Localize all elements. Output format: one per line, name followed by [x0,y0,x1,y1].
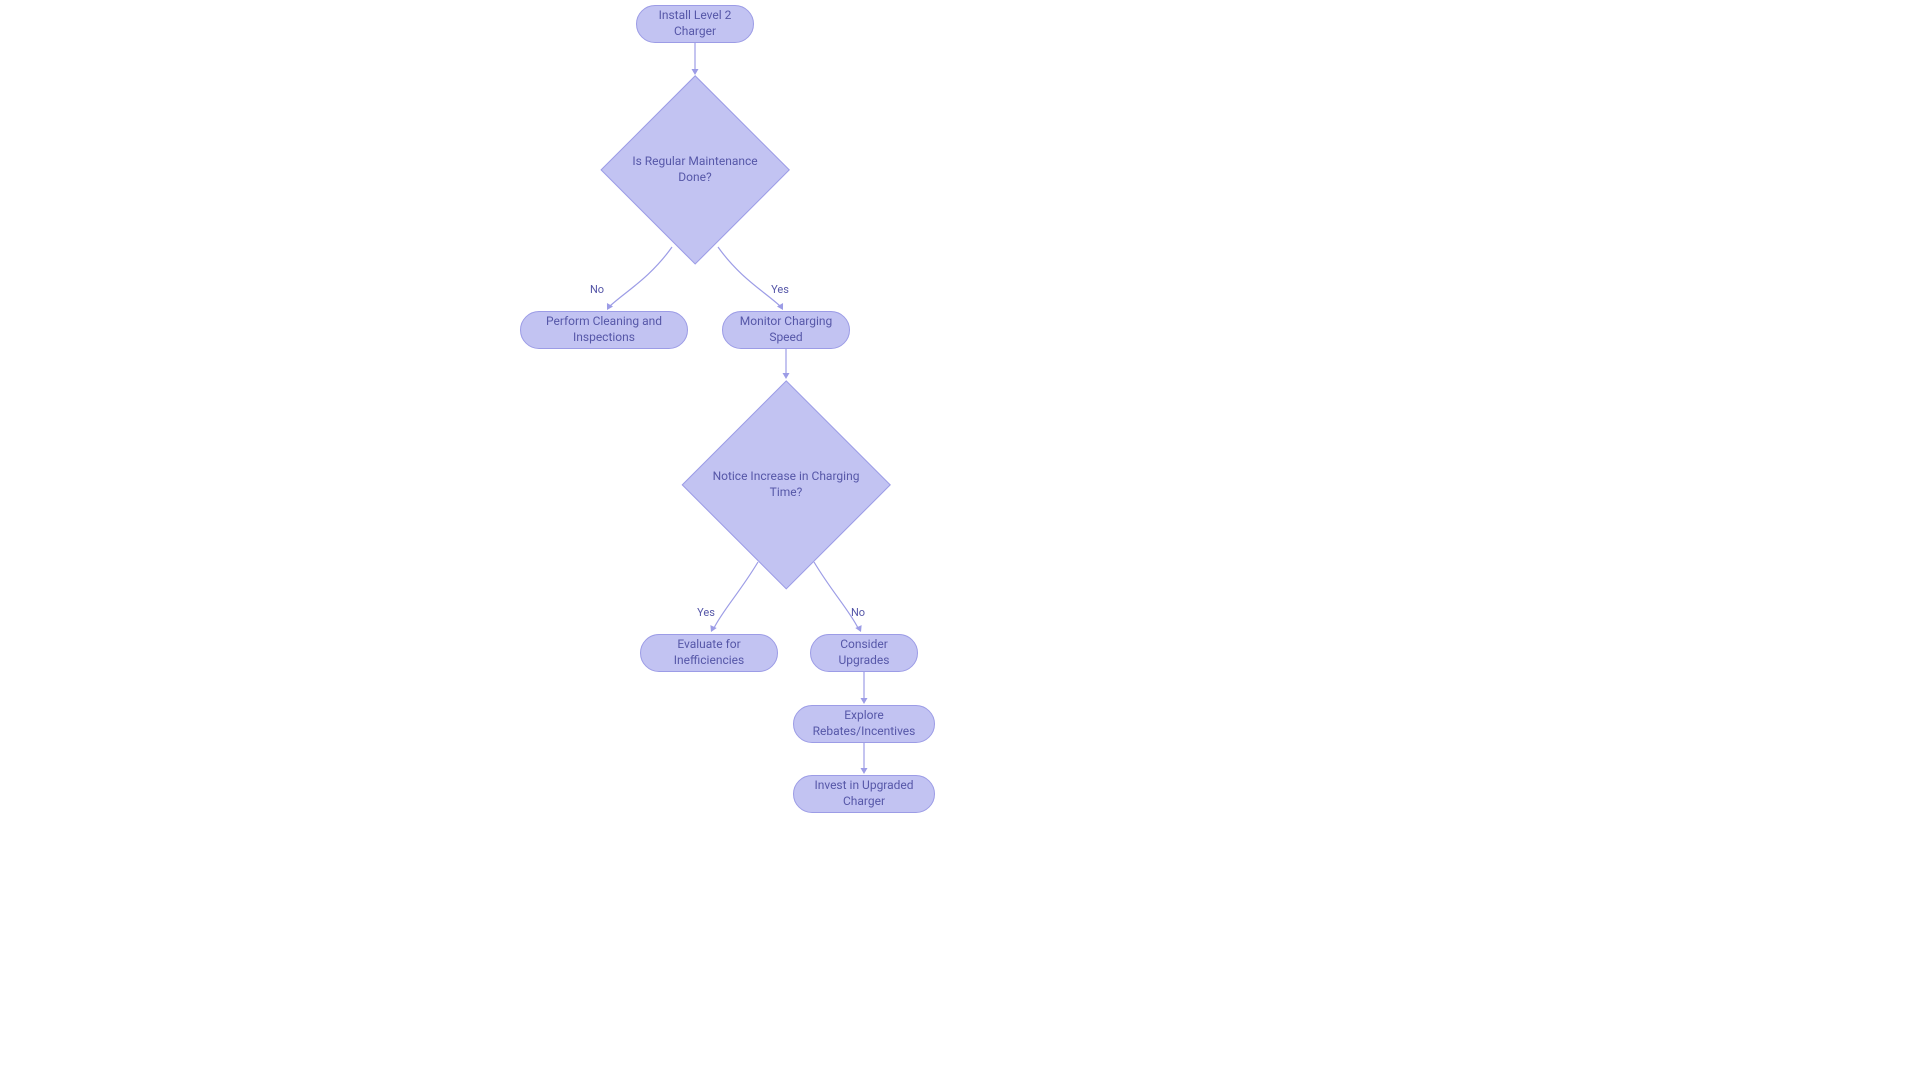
flowchart-canvas: No Yes Yes No Install Level 2 Charger Is Regu… [0,0,1920,1083]
flow-node-n8: Explore Rebates/Incentives [793,705,935,743]
edges-layer [0,0,1920,1083]
flow-node-n1: Install Level 2 Charger [636,5,754,43]
flow-node-n6: Evaluate for Inefficiencies [640,634,778,672]
flow-decision-n2: Is Regular Maintenance Done? [600,75,790,265]
edge-label: Yes [765,283,795,296]
edge-label: Yes [691,606,721,619]
flow-decision-n5: Notice Increase in Charging Time? [681,380,891,590]
edge-label: No [843,606,873,619]
edge-label: No [582,283,612,296]
flow-node-n3: Perform Cleaning and Inspections [520,311,688,349]
diamond-label: Is Regular Maintenance Done? [600,75,790,265]
flow-node-n9: Invest in Upgraded Charger [793,775,935,813]
flow-node-n7: Consider Upgrades [810,634,918,672]
diamond-label: Notice Increase in Charging Time? [681,380,891,590]
flow-node-n4: Monitor Charging Speed [722,311,850,349]
